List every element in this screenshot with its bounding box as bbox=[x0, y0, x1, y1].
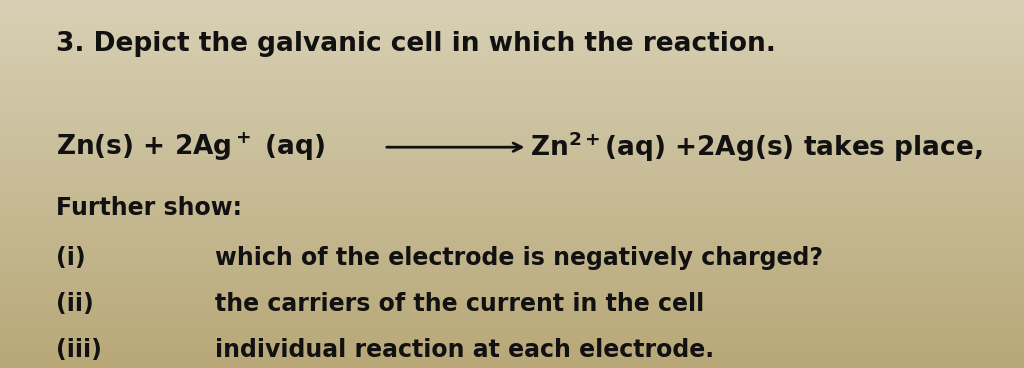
Text: the carriers of the current in the cell: the carriers of the current in the cell bbox=[215, 291, 705, 316]
Text: Zn$\mathbf{^{2+}}$(aq) +2Ag(s) takes place,: Zn$\mathbf{^{2+}}$(aq) +2Ag(s) takes pla… bbox=[530, 130, 983, 164]
Text: (ii): (ii) bbox=[56, 291, 94, 316]
Text: (i): (i) bbox=[56, 245, 86, 270]
Text: 3. Depict the galvanic cell in which the reaction.: 3. Depict the galvanic cell in which the… bbox=[56, 31, 776, 57]
Text: (iii): (iii) bbox=[56, 337, 102, 362]
Text: individual reaction at each electrode.: individual reaction at each electrode. bbox=[215, 337, 714, 362]
Text: which of the electrode is negatively charged?: which of the electrode is negatively cha… bbox=[215, 245, 823, 270]
Text: Further show:: Further show: bbox=[56, 196, 243, 220]
Text: Zn(s) + 2Ag$\mathbf{^+}$ (aq): Zn(s) + 2Ag$\mathbf{^+}$ (aq) bbox=[56, 131, 326, 163]
